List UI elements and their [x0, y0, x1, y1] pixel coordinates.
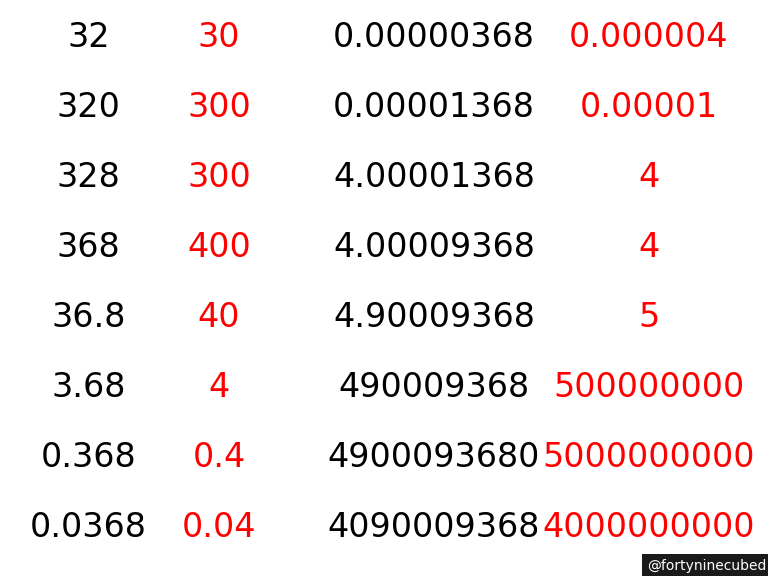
Text: 3.68: 3.68 [51, 370, 125, 404]
Text: 4: 4 [638, 161, 660, 194]
Text: 300: 300 [187, 161, 251, 194]
Text: 40: 40 [197, 301, 240, 334]
Text: 400: 400 [187, 231, 251, 264]
Text: 4090009368: 4090009368 [328, 510, 540, 544]
Text: 4900093680: 4900093680 [328, 441, 540, 473]
Text: 4: 4 [638, 231, 660, 264]
Text: 30: 30 [197, 21, 240, 54]
Text: 0.000004: 0.000004 [569, 21, 729, 54]
Text: 5: 5 [638, 301, 660, 334]
Text: 4.00009368: 4.00009368 [333, 231, 535, 264]
Text: 4000000000: 4000000000 [543, 510, 755, 544]
Text: 0.00001368: 0.00001368 [333, 91, 535, 124]
Text: 4.90009368: 4.90009368 [333, 301, 535, 334]
Text: 0.0368: 0.0368 [30, 510, 147, 544]
Text: 490009368: 490009368 [339, 370, 529, 404]
Text: 0.368: 0.368 [41, 441, 136, 473]
Text: 36.8: 36.8 [51, 301, 125, 334]
Text: 0.4: 0.4 [192, 441, 246, 473]
Text: 500000000: 500000000 [553, 370, 745, 404]
Text: 5000000000: 5000000000 [543, 441, 755, 473]
Text: 0.04: 0.04 [181, 510, 257, 544]
Text: 4: 4 [208, 370, 230, 404]
Text: 0.00000368: 0.00000368 [333, 21, 535, 54]
Text: 328: 328 [56, 161, 121, 194]
Text: 320: 320 [56, 91, 121, 124]
Text: @fortyninecubed: @fortyninecubed [647, 559, 766, 573]
Text: 0.00001: 0.00001 [580, 91, 718, 124]
Text: 4.00001368: 4.00001368 [333, 161, 535, 194]
Text: 32: 32 [67, 21, 110, 54]
Text: 300: 300 [187, 91, 251, 124]
Text: 368: 368 [57, 231, 120, 264]
